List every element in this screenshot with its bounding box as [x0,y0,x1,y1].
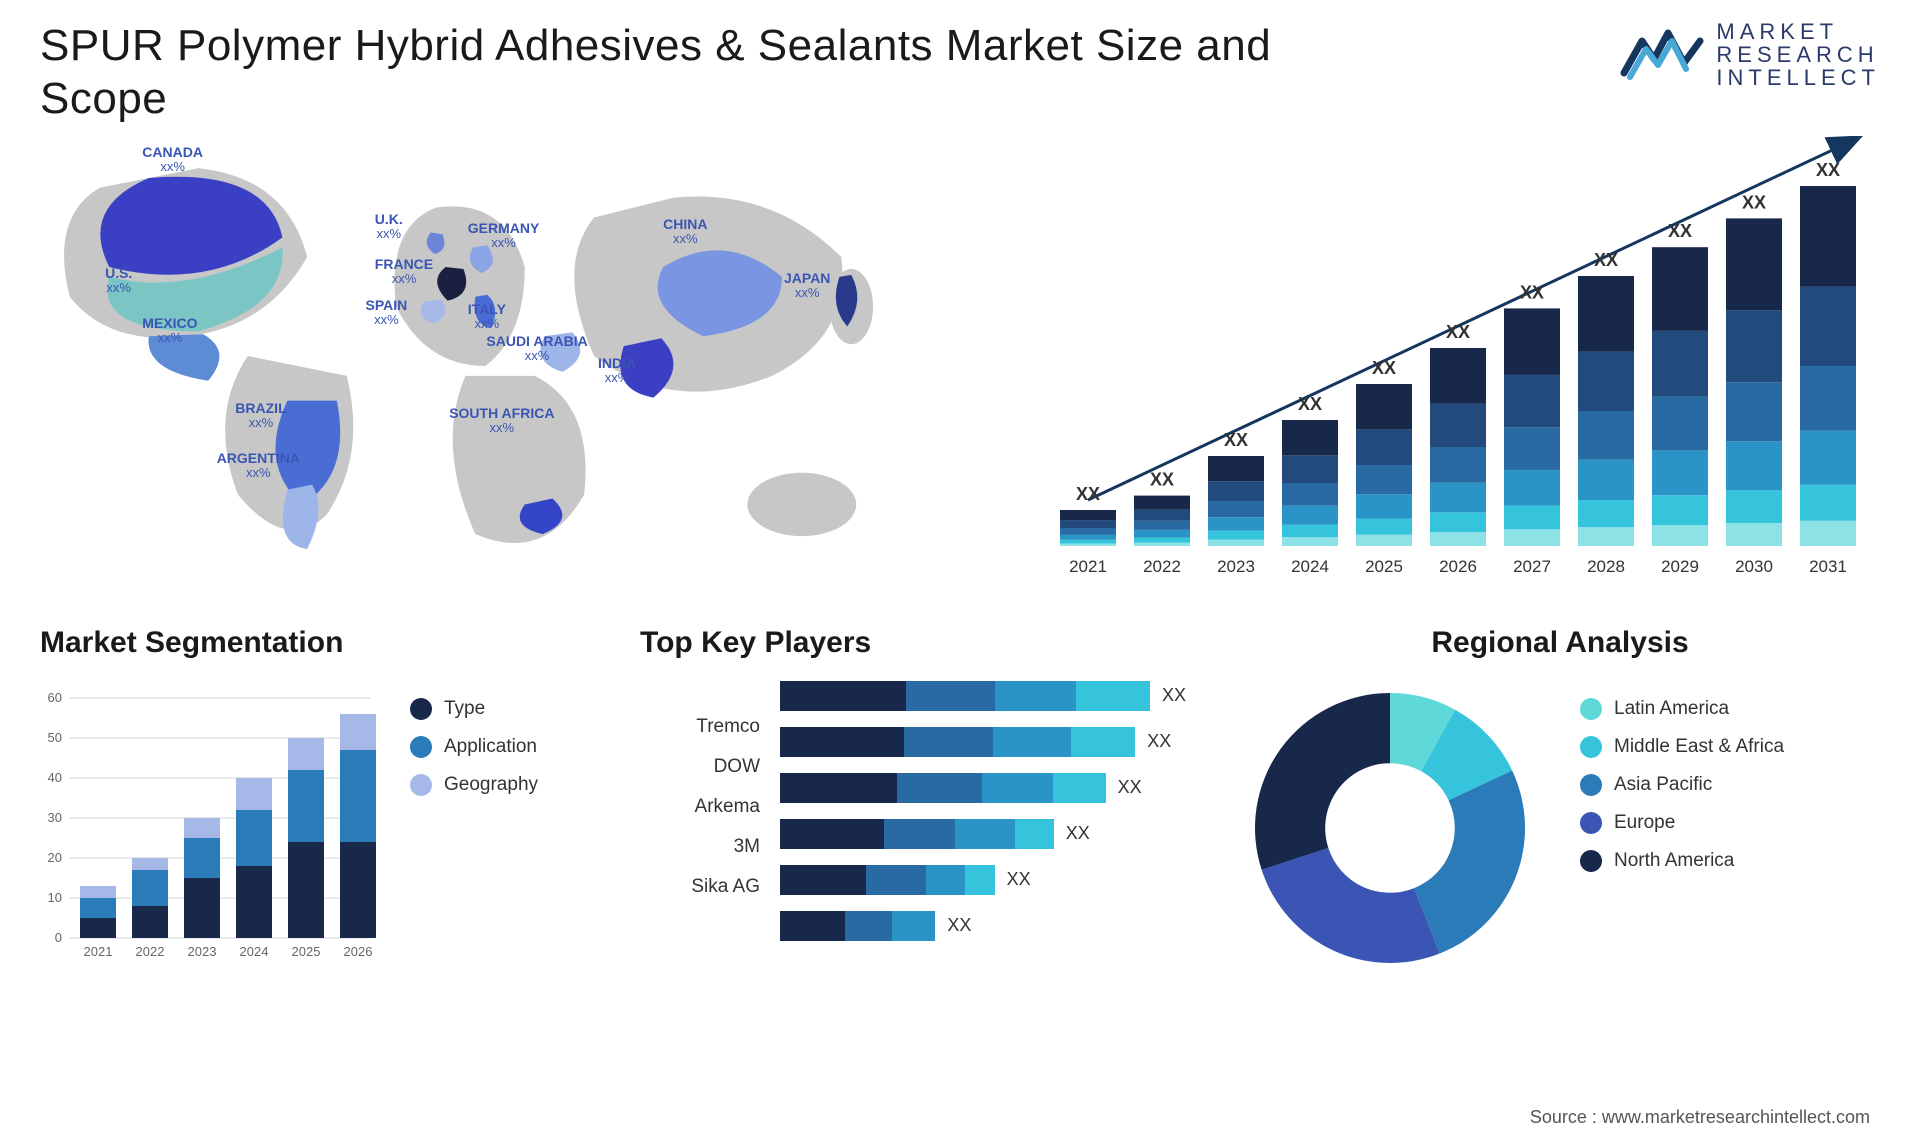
map-label: SOUTH AFRICAxx% [449,406,554,436]
svg-text:2021: 2021 [1069,557,1107,576]
map-label: U.K.xx% [375,212,403,242]
svg-text:XX: XX [1816,160,1840,180]
svg-text:XX: XX [1150,469,1174,489]
legend-item: Type [410,698,538,720]
svg-text:XX: XX [1594,250,1618,270]
svg-text:30: 30 [48,810,62,825]
keyplayer-value: XX [1066,823,1090,844]
legend-item: North America [1580,850,1784,872]
segmentation-chart: 0 10 20 30 40 50 60 2021 2022 2023 2024 2025 2026 [40,678,380,968]
segmentation-title: Market Segmentation [40,626,600,660]
regional-panel: Regional Analysis Latin America Middle Ea… [1240,626,1880,978]
brand-logo: MARKET RESEARCH INTELLECT [1620,20,1880,89]
svg-text:60: 60 [48,690,62,705]
keyplayers-labels: Tremco DOW Arkema 3M Sika AG [640,678,760,954]
svg-text:10: 10 [48,890,62,905]
map-label: ARGENTINAxx% [217,451,300,481]
regional-title: Regional Analysis [1240,626,1880,660]
keyplayer-bar-row: XX [780,678,1200,714]
keyplayer-bar-row: XX [780,770,1200,806]
legend-item: Geography [410,774,538,796]
keyplayer-label: Tremco [696,716,760,738]
keyplayer-value: XX [947,915,971,936]
svg-text:2024: 2024 [1291,557,1329,576]
svg-text:XX: XX [1520,282,1544,302]
keyplayer-label: Arkema [695,796,760,818]
keyplayers-bars: XX XX XX XX XX XX [780,678,1200,954]
svg-text:2025: 2025 [292,944,321,959]
map-label: INDIAxx% [598,356,636,386]
segmentation-panel: Market Segmentation 0 10 20 30 40 50 60 2021 202… [40,626,600,978]
svg-text:XX: XX [1372,358,1396,378]
svg-text:2023: 2023 [1217,557,1255,576]
keyplayer-value: XX [1147,731,1171,752]
svg-text:2023: 2023 [188,944,217,959]
keyplayers-title: Top Key Players [640,626,1200,660]
map-label: ITALYxx% [468,302,506,332]
svg-text:XX: XX [1742,192,1766,212]
svg-text:XX: XX [1224,430,1248,450]
keyplayer-bar-row: XX [780,908,1200,944]
keyplayer-value: XX [1007,869,1031,890]
svg-text:2031: 2031 [1809,557,1847,576]
svg-text:50: 50 [48,730,62,745]
svg-text:XX: XX [1668,221,1692,241]
keyplayer-value: XX [1118,777,1142,798]
svg-text:0: 0 [55,930,62,945]
svg-text:2021: 2021 [84,944,113,959]
regional-donut [1240,678,1540,978]
keyplayer-bar-row: XX [780,724,1200,760]
map-label: U.S.xx% [105,266,132,296]
world-map-panel: CANADAxx% U.S.xx% MEXICOxx% BRAZILxx% ARGENT… [40,136,970,586]
map-label: JAPANxx% [784,271,830,301]
growth-chart: 2021 XX 2022 XX 2023 XX 2024 XX 2025 XX 2026 XX 2027… [1020,136,1880,586]
keyplayer-label: DOW [714,756,760,778]
keyplayer-label: 3M [734,836,760,858]
svg-text:2022: 2022 [136,944,165,959]
svg-text:20: 20 [48,850,62,865]
svg-text:XX: XX [1446,322,1470,342]
page-title: SPUR Polymer Hybrid Adhesives & Sealants… [40,20,1340,126]
logo-icon [1620,23,1704,87]
keyplayer-value: XX [1162,685,1186,706]
svg-text:2022: 2022 [1143,557,1181,576]
svg-text:XX: XX [1298,394,1322,414]
regional-legend: Latin America Middle East & Africa Asia Pa… [1580,678,1784,872]
logo-text: MARKET RESEARCH INTELLECT [1716,20,1880,89]
map-label: MEXICOxx% [142,316,197,346]
map-label: SPAINxx% [366,298,408,328]
legend-item: Asia Pacific [1580,774,1784,796]
legend-item: Latin America [1580,698,1784,720]
svg-text:2026: 2026 [1439,557,1477,576]
svg-text:2024: 2024 [240,944,269,959]
svg-text:2029: 2029 [1661,557,1699,576]
svg-text:40: 40 [48,770,62,785]
svg-text:2028: 2028 [1587,557,1625,576]
keyplayer-bar-row: XX [780,816,1200,852]
svg-text:2027: 2027 [1513,557,1551,576]
legend-item: Middle East & Africa [1580,736,1784,758]
map-label: CANADAxx% [142,145,203,175]
map-label: GERMANYxx% [468,221,540,251]
svg-text:XX: XX [1076,484,1100,504]
map-label: BRAZILxx% [235,401,286,431]
source-attribution: Source : www.marketresearchintellect.com [1530,1107,1870,1128]
svg-text:2026: 2026 [344,944,373,959]
keyplayer-label: Sika AG [691,876,760,898]
map-label: FRANCExx% [375,257,433,287]
map-label: CHINAxx% [663,217,707,247]
svg-text:2030: 2030 [1735,557,1773,576]
keyplayer-bar-row: XX [780,862,1200,898]
legend-item: Europe [1580,812,1784,834]
legend-item: Application [410,736,538,758]
keyplayers-panel: Top Key Players Tremco DOW Arkema 3M Sika AG… [640,626,1200,978]
svg-text:2025: 2025 [1365,557,1403,576]
segmentation-legend: Type Application Geography [410,678,538,968]
map-label: SAUDI ARABIAxx% [486,334,587,364]
